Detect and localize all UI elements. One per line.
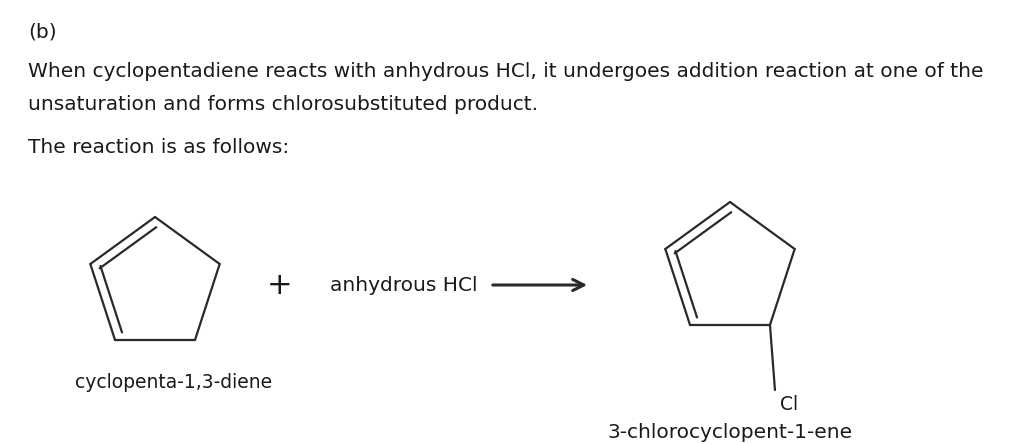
Text: cyclopenta-1,3-diene: cyclopenta-1,3-diene: [75, 373, 272, 392]
Text: The reaction is as follows:: The reaction is as follows:: [28, 138, 289, 157]
Text: (b): (b): [28, 22, 56, 41]
Text: When cyclopentadiene reacts with anhydrous HCl, it undergoes addition reaction a: When cyclopentadiene reacts with anhydro…: [28, 62, 983, 81]
Text: +: +: [267, 270, 293, 300]
Text: unsaturation and forms chlorosubstituted product.: unsaturation and forms chlorosubstituted…: [28, 95, 538, 114]
Text: Cl: Cl: [780, 395, 798, 414]
Text: 3-chlorocyclopent-1-ene: 3-chlorocyclopent-1-ene: [607, 423, 853, 442]
Text: anhydrous HCl: anhydrous HCl: [330, 275, 477, 294]
